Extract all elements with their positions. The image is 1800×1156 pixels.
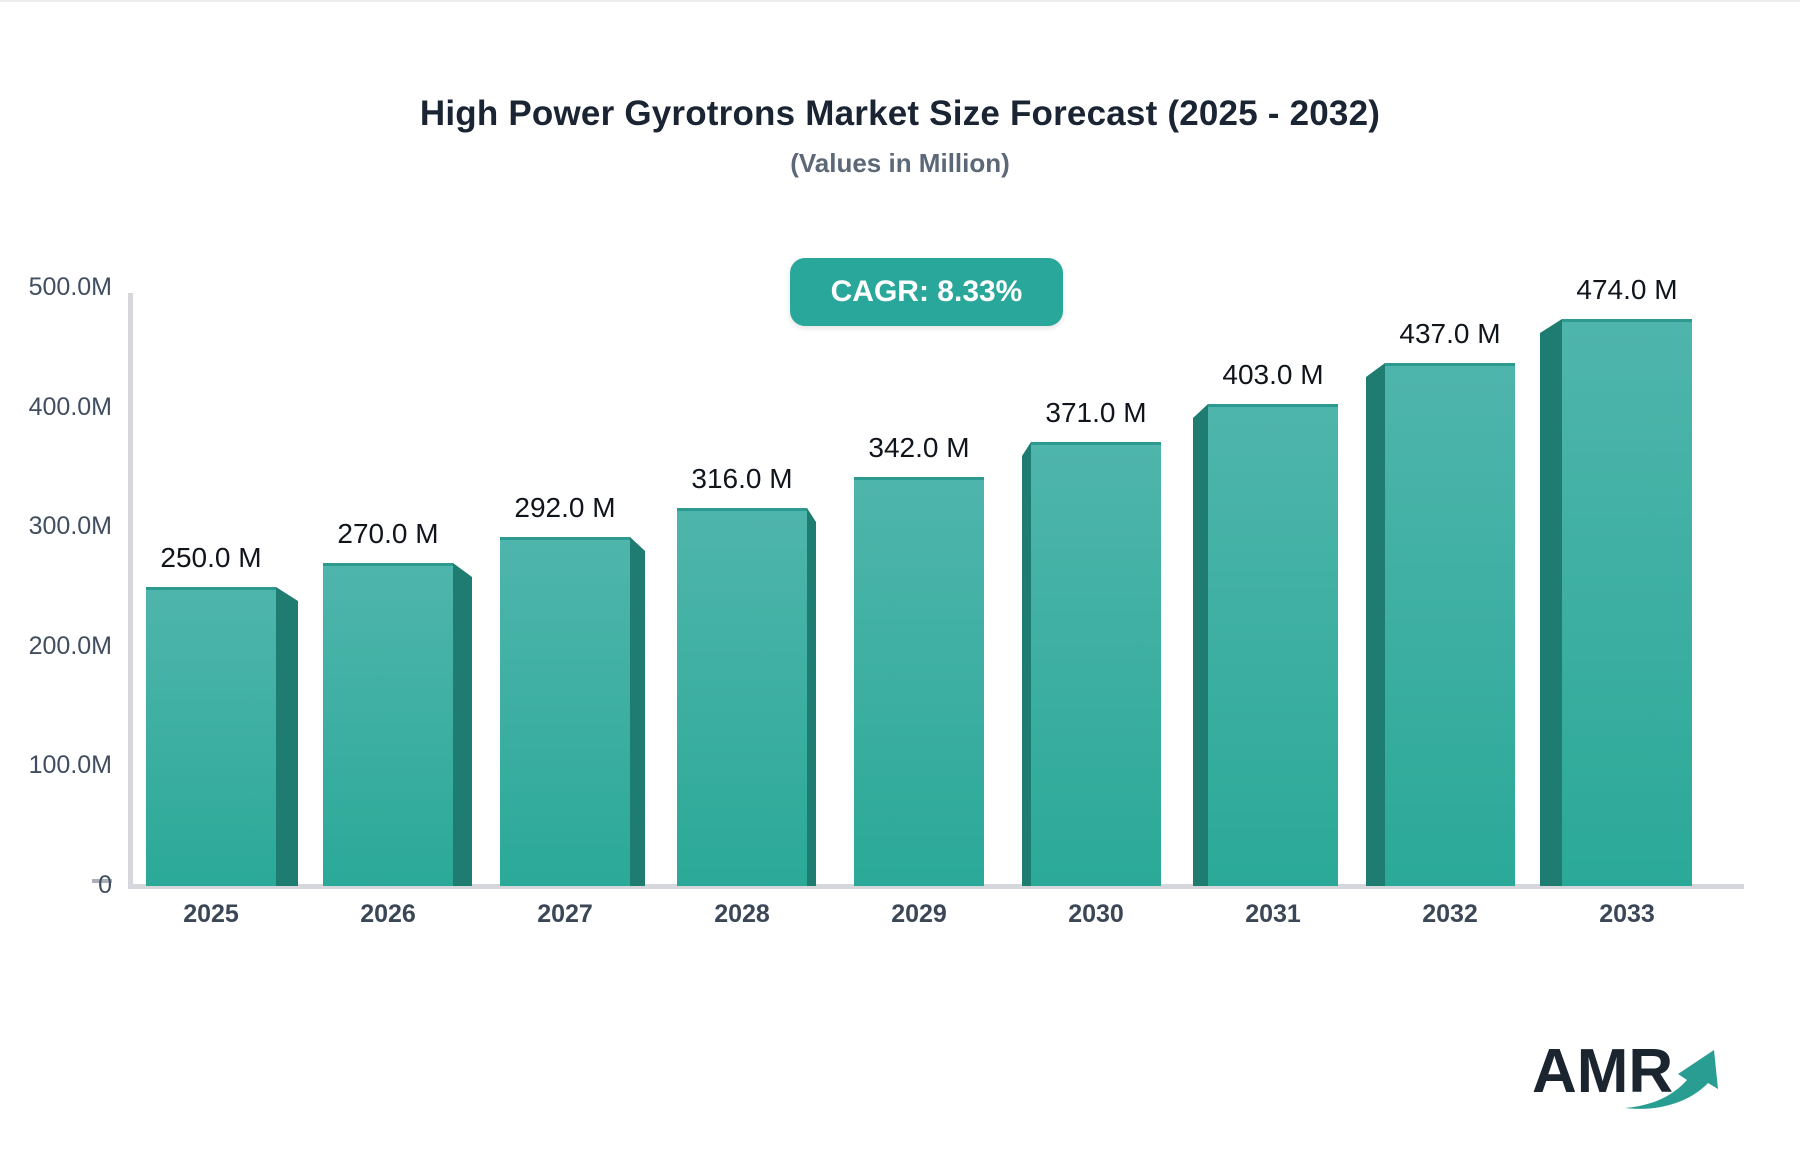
bar-3d-side-face [1366,363,1385,886]
growth-arrow-icon [1625,1050,1718,1109]
bar [146,587,276,886]
bar [1385,363,1515,886]
bar-value-label: 474.0 M [1576,274,1678,305]
cagr-badge: CAGR: 8.33% [790,258,1063,326]
top-border [0,0,1800,2]
y-axis-tick-label: 0 [98,871,112,899]
cagr-badge-label: CAGR: 8.33% [830,275,1023,308]
x-axis-label: 2030 [1068,900,1124,928]
y-axis-line [128,293,133,887]
bar-3d-side-face [1022,442,1031,886]
bar [1031,442,1161,886]
zero-tick-mark [92,879,112,883]
bar-value-label: 270.0 M [337,518,439,549]
bar-value-label: 371.0 M [1045,397,1147,428]
bar [677,508,807,886]
bar-value-label: 403.0 M [1222,359,1324,390]
x-axis-baseline [128,884,1744,889]
bar [854,477,984,886]
brand-logo: AMR [1532,1036,1727,1114]
bar-3d-side-face [807,508,816,886]
brand-logo-text: AMR [1532,1037,1674,1106]
bar [1562,319,1692,886]
x-axis-label: 2026 [360,900,416,928]
y-axis-tick-label: 200.0M [28,631,112,660]
x-axis-label: 2032 [1422,900,1478,928]
x-axis-label: 2025 [183,900,239,928]
bar-3d-side-face [276,587,298,886]
bar-3d-side-face [630,537,645,886]
chart-subtitle: (Values in Million) [790,148,1010,178]
bar [500,537,630,886]
x-axis-label: 2028 [714,900,770,928]
y-axis-tick-label: 300.0M [28,512,112,541]
y-axis-tick-label: 400.0M [28,392,112,421]
bar-value-label: 292.0 M [514,492,616,523]
bar [1208,404,1338,886]
x-axis-label: 2031 [1245,900,1301,928]
bar-3d-side-face [453,563,472,886]
bar-value-label: 250.0 M [160,542,262,573]
bar-value-label: 437.0 M [1399,318,1501,349]
x-axis-label: 2033 [1599,900,1655,928]
y-axis-tick-label: 100.0M [28,751,112,780]
y-axis-tick-label: 500.0M [28,273,112,301]
chart-title: High Power Gyrotrons Market Size Forecas… [419,94,1381,133]
bar-value-label: 316.0 M [691,463,793,494]
bar-3d-side-face [1540,319,1562,886]
bar-3d-side-face [1193,404,1208,886]
x-axis-label: 2027 [537,900,593,928]
bar-value-label: 342.0 M [868,432,970,463]
bar [323,563,453,886]
x-axis-label: 2029 [891,900,947,928]
